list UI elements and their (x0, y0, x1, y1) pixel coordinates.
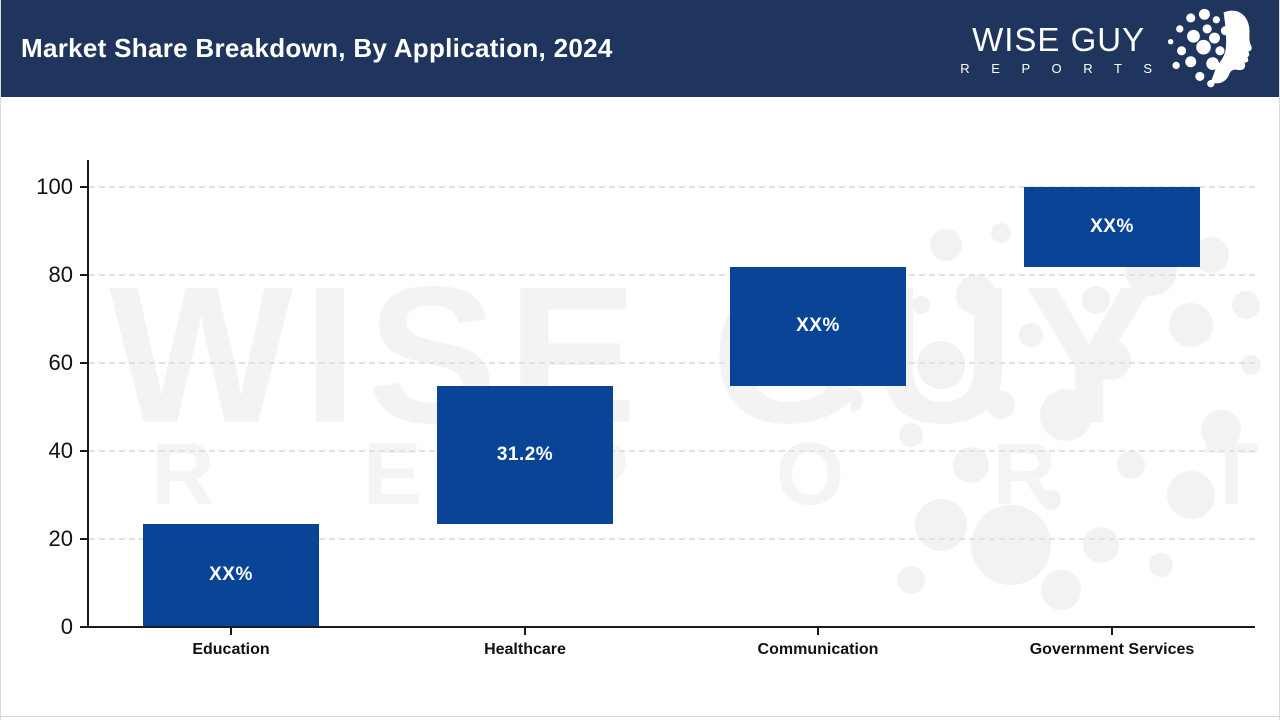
wiseguy-logo-line1: WISE GUY (972, 20, 1146, 58)
bar-government-services: XX% (1024, 187, 1200, 267)
y-tick-label: 0 (60, 614, 73, 639)
bar-value-label: XX% (209, 564, 253, 586)
header: Market Share Breakdown, By Application, … (1, 0, 1279, 97)
bar-education: XX% (143, 523, 319, 627)
x-tick-label-communication: Communication (757, 641, 879, 658)
gridline-20 (89, 538, 1255, 540)
gridline-80 (89, 274, 1255, 276)
y-tick-mark (80, 186, 88, 188)
y-tick-mark (80, 274, 88, 276)
y-tick-label: 20 (48, 526, 73, 551)
y-tick-label: 60 (48, 350, 73, 375)
x-tick-mark (524, 628, 526, 635)
gridline-100 (89, 186, 1255, 188)
bar-value-label: XX% (1090, 215, 1134, 237)
y-tick-mark (80, 538, 88, 540)
wiseguy-logo-line2: R E P O R T S (960, 60, 1161, 76)
bar-value-label: 31.2% (496, 443, 554, 465)
x-tick-label-government-services: Government Services (1029, 641, 1195, 658)
page-title: Market Share Breakdown, By Application, … (21, 33, 613, 63)
wiseguy-face-icon (1167, 8, 1252, 87)
y-tick-label: 100 (36, 174, 73, 199)
y-tick-label: 40 (48, 438, 73, 463)
bottom-divider (1, 716, 1279, 717)
bar-value-label: XX% (796, 315, 840, 337)
gridline-40 (89, 450, 1255, 452)
wiseguy-logo: WISE GUY R E P O R T S (956, 7, 1255, 91)
y-axis-line (87, 160, 89, 628)
x-tick-mark (230, 628, 232, 635)
wiseguy-logo-text: WISE GUY R E P O R T S (956, 23, 1161, 75)
y-tick-mark (80, 450, 88, 452)
bar-healthcare: 31.2% (437, 386, 613, 524)
gridline-60 (89, 362, 1255, 364)
y-tick-label: 80 (48, 262, 73, 287)
x-tick-label-healthcare: Healthcare (484, 641, 566, 658)
watermark-reports-text: R E P O R T S (151, 424, 1279, 523)
y-tick-mark (80, 362, 88, 364)
bar-communication: XX% (730, 266, 906, 387)
x-tick-mark (817, 628, 819, 635)
x-tick-mark (1111, 628, 1113, 635)
y-tick-mark (80, 626, 88, 628)
x-axis-line (87, 626, 1255, 628)
x-tick-label-education: Education (192, 641, 270, 658)
